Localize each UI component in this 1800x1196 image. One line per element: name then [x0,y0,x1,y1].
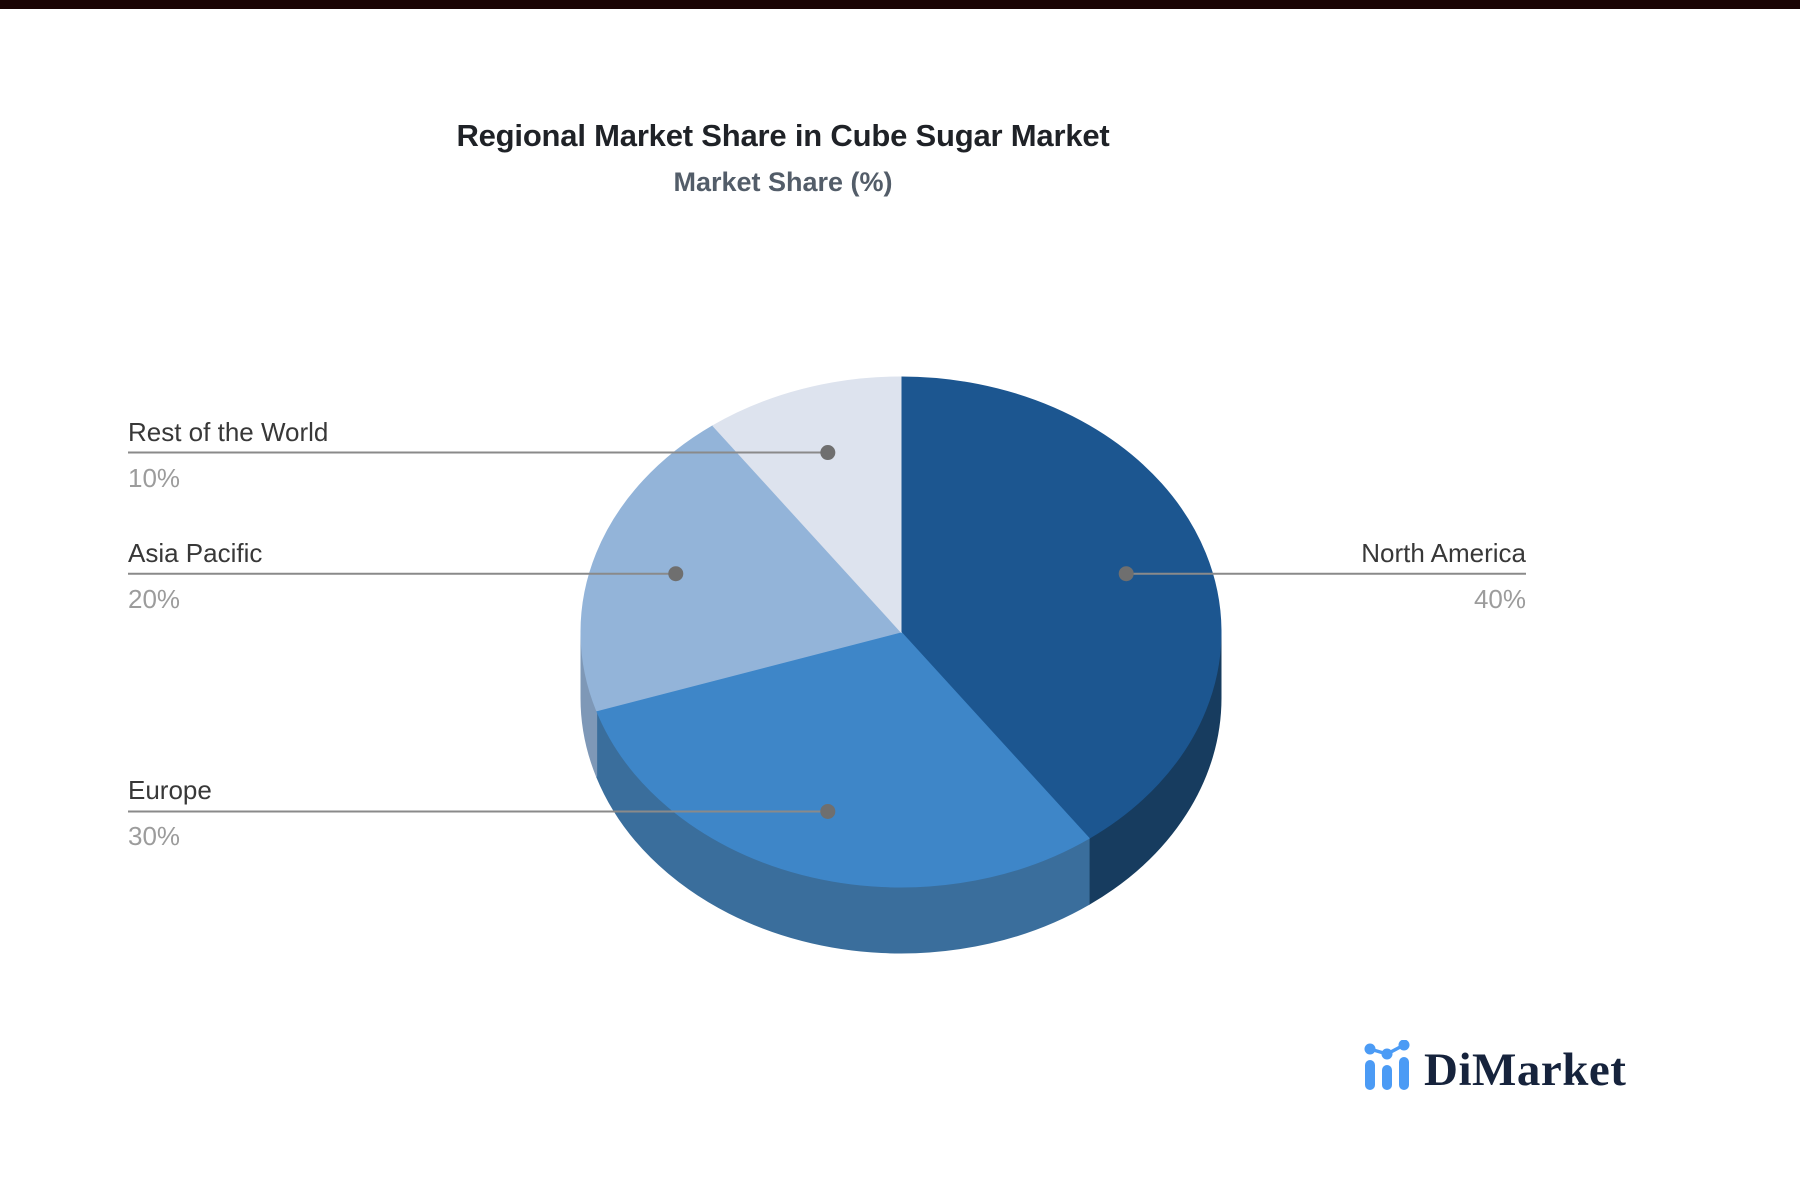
callout-asia-pacific: Asia Pacific 20% [128,538,588,614]
chart-title: Regional Market Share in Cube Sugar Mark… [456,118,1110,153]
slice-label-rest-of-the-world: Rest of the World [128,416,329,447]
slice-label-europe: Europe [128,775,212,806]
dimarket-logo-text: DiMarket [1424,1043,1627,1096]
slice-value-europe: 30% [128,821,181,852]
pie-slice-europe[interactable] [595,631,1090,888]
pie-slice-north-america[interactable] [900,376,1222,839]
chart-subtitle: Market Share (%) [673,167,893,197]
dimarket-logo-icon [1364,1040,1410,1090]
callout-europe: Europe 30% [128,775,588,851]
callout-north-america: North America 40% [1066,538,1526,614]
slice-value-asia-pacific: 20% [128,583,181,614]
slice-label-asia-pacific: Asia Pacific [128,537,263,568]
leader-dot-rest-of-the-world [820,445,836,461]
leader-dot-asia-pacific [668,566,684,582]
dimarket-logo[interactable]: DiMarket [1363,1038,1627,1096]
callout-rest-of-the-world: Rest of the World 10% [128,417,588,493]
slice-value-north-america: 40% [1473,583,1526,614]
pie-slice-rest-of-the-world[interactable] [712,376,902,634]
leader-dot-north-america [1118,566,1134,582]
slice-value-rest-of-the-world: 10% [128,462,181,493]
top-bar [0,0,1800,9]
slice-label-north-america: North America [1361,537,1526,568]
pie-slice-asia-pacific[interactable] [580,425,902,712]
leader-dot-europe [820,803,836,819]
